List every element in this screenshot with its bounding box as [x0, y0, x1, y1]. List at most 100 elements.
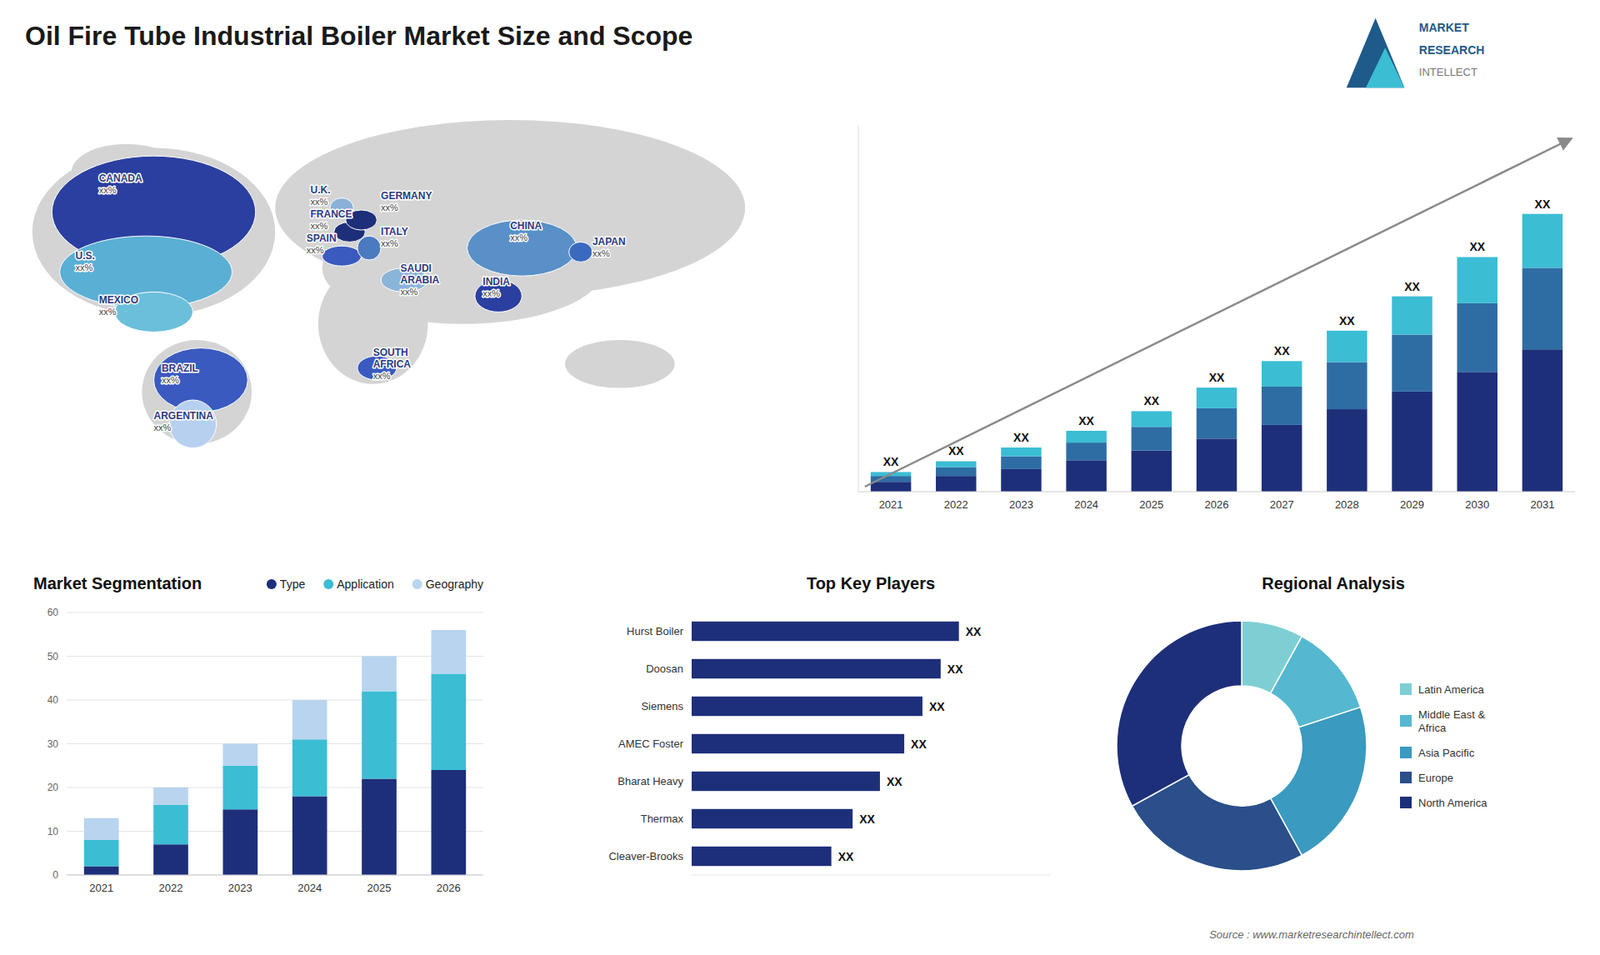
data-label: XX: [948, 444, 965, 458]
bar: [223, 744, 259, 766]
bar: [1261, 425, 1302, 492]
legend-label: North America: [1418, 796, 1488, 810]
bar: [361, 779, 397, 876]
bar: [1065, 430, 1106, 443]
bar: [1391, 335, 1432, 392]
bar: [84, 818, 120, 840]
bar: [691, 696, 923, 716]
data-label: XX: [886, 775, 903, 789]
land-shape: [565, 340, 675, 389]
bar: [1456, 256, 1497, 303]
y-tick-label: Cleaver-Brooks: [608, 850, 684, 863]
data-label: XX: [1143, 394, 1160, 408]
bar: [691, 809, 853, 829]
region-name: JAPAN: [592, 235, 626, 248]
y-tick-label: Hurst Boiler: [626, 625, 685, 638]
bar: [935, 467, 976, 477]
logo-shape: [1365, 47, 1405, 88]
bar: [361, 656, 397, 692]
legend-swatch: [1400, 746, 1412, 759]
bar: [1131, 450, 1172, 492]
bar: [870, 481, 911, 492]
bar: [1326, 362, 1367, 410]
legend-swatch: [1400, 715, 1412, 727]
x-tick-label: 2025: [1139, 498, 1164, 511]
region-share: xx%: [482, 288, 500, 299]
grid-line: [66, 875, 484, 876]
region-name: U.S.: [75, 250, 95, 262]
bar: [935, 475, 976, 492]
bar: [691, 659, 941, 679]
grid-line: [66, 655, 484, 657]
y-axis-line: [858, 125, 860, 492]
bar: [84, 866, 120, 876]
bar: [1326, 330, 1367, 363]
region-share: xx%: [99, 185, 117, 195]
y-tick-label: Siemens: [640, 700, 684, 713]
data-label: XX: [1339, 314, 1355, 328]
bar: [1065, 442, 1106, 460]
x-axis-line: [66, 875, 484, 876]
y-tick-label: 10: [47, 825, 60, 838]
bar: [153, 787, 189, 805]
region-name: BRAZIL: [161, 362, 199, 375]
legend-swatch: [323, 579, 334, 590]
region-name: U.K.: [310, 184, 331, 196]
donut-chart: Regional AnalysisLatin AmericaMiddle Eas…: [1116, 574, 1488, 871]
data-label: XX: [883, 455, 900, 469]
bar: [1261, 386, 1302, 425]
bar: [1326, 409, 1367, 492]
bar: [153, 844, 189, 875]
region-share: xx%: [75, 262, 94, 273]
region-name: ITALY: [380, 225, 409, 238]
bar: [1391, 296, 1432, 335]
data-label: XX: [1013, 430, 1030, 445]
x-tick-label: 2031: [1530, 498, 1555, 511]
data-label: XX: [1274, 344, 1290, 358]
legend-label: Latin America: [1418, 683, 1485, 696]
country-shape: [322, 245, 362, 266]
x-tick-label: 2021: [89, 881, 114, 895]
y-tick-label: 40: [47, 694, 60, 706]
bar: [691, 621, 960, 641]
logo-shape: [1346, 18, 1405, 89]
region-share: xx%: [99, 306, 117, 317]
x-tick-label: 2027: [1270, 498, 1295, 511]
bar: [1065, 460, 1106, 492]
country-shape: [569, 241, 593, 262]
region-share: xx%: [154, 422, 172, 433]
map: CANADAxx%U.S.xx%MEXICOxx%BRAZILxx%ARGENT…: [32, 120, 745, 449]
legend-label: Type: [280, 577, 306, 591]
bar: [1522, 267, 1563, 350]
bar: [691, 771, 880, 791]
logo: MARKETRESEARCHINTELLECT: [1346, 18, 1485, 89]
bar: [1000, 469, 1041, 492]
logo-text: INTELLECT: [1419, 65, 1478, 79]
region-share: xx%: [310, 196, 329, 207]
bar: [1131, 426, 1172, 450]
bar-chart: XXXXXXXXXXXXXXXXXXXXXX202120222023202420…: [858, 125, 1575, 511]
region-name: GERMANY: [380, 190, 432, 202]
bar: [431, 630, 467, 675]
country-shape: [169, 400, 216, 449]
x-tick-label: 2023: [228, 881, 253, 895]
x-tick-label: 2025: [367, 881, 392, 895]
region-share: xx%: [306, 245, 325, 255]
grid-line: [66, 612, 484, 614]
region-share: xx%: [592, 248, 610, 259]
y-tick-label: 20: [47, 781, 60, 794]
bar: [935, 460, 976, 467]
bar: [1391, 391, 1432, 492]
bar: [1456, 371, 1497, 492]
label-line: ARABIA: [400, 274, 440, 286]
bar: [361, 691, 397, 780]
data-label: XX: [1535, 197, 1551, 211]
x-axis-line: [691, 875, 1050, 876]
legend: Latin AmericaMiddle East &AfricaAsia Pac…: [1400, 683, 1488, 810]
data-label: XX: [910, 737, 927, 751]
x-tick-label: 2021: [879, 498, 904, 511]
bar: [292, 796, 328, 876]
legend-label: Middle East &Africa: [1418, 708, 1486, 735]
region-name: CANADA: [99, 172, 143, 185]
bar-chart: 2021202220232024202520260102030405060Mar…: [33, 574, 484, 895]
